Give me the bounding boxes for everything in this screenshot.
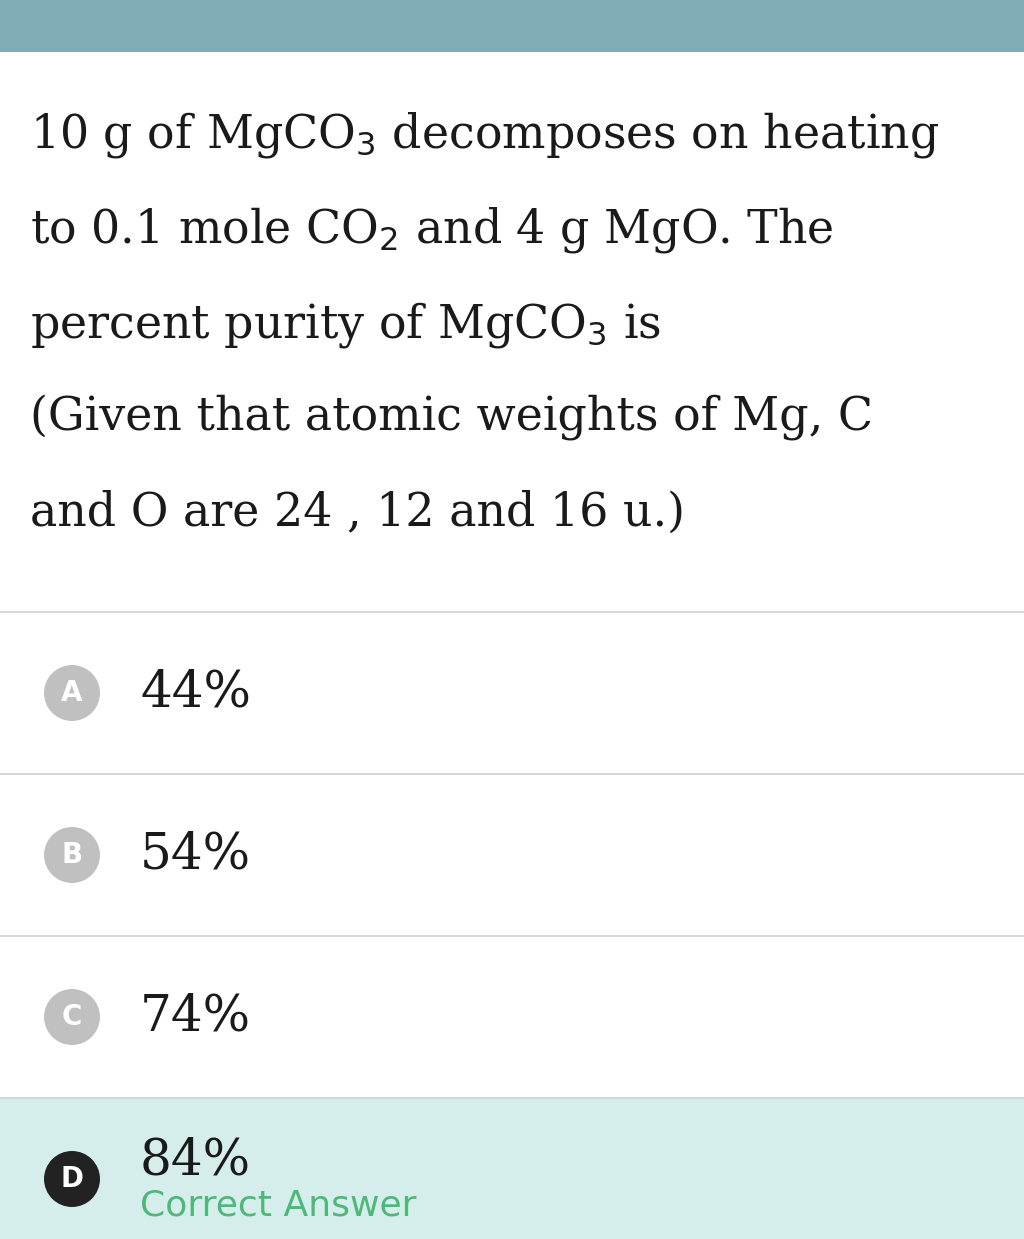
FancyBboxPatch shape	[0, 52, 1024, 612]
Text: C: C	[61, 1004, 82, 1031]
Circle shape	[44, 826, 100, 883]
Text: (Given that atomic weights of Mg, C: (Given that atomic weights of Mg, C	[30, 395, 873, 441]
Circle shape	[44, 665, 100, 721]
FancyBboxPatch shape	[0, 935, 1024, 1098]
Text: to 0.1 mole CO$_2$ and 4 g MgO. The: to 0.1 mole CO$_2$ and 4 g MgO. The	[30, 204, 834, 255]
Text: D: D	[60, 1165, 84, 1193]
Text: B: B	[61, 841, 83, 869]
FancyBboxPatch shape	[0, 612, 1024, 774]
Text: percent purity of MgCO$_3$ is: percent purity of MgCO$_3$ is	[30, 300, 662, 349]
Circle shape	[44, 1151, 100, 1207]
Text: Correct Answer: Correct Answer	[140, 1188, 417, 1222]
Text: 84%: 84%	[140, 1136, 251, 1186]
Text: 44%: 44%	[140, 668, 251, 717]
Text: A: A	[61, 679, 83, 707]
FancyBboxPatch shape	[0, 1098, 1024, 1239]
Text: 10 g of MgCO$_3$ decomposes on heating: 10 g of MgCO$_3$ decomposes on heating	[30, 110, 939, 160]
Circle shape	[44, 989, 100, 1044]
Text: 74%: 74%	[140, 992, 251, 1042]
FancyBboxPatch shape	[0, 0, 1024, 52]
Text: 54%: 54%	[140, 830, 251, 880]
FancyBboxPatch shape	[0, 774, 1024, 935]
Text: and O are 24 , 12 and 16 u.): and O are 24 , 12 and 16 u.)	[30, 489, 685, 535]
